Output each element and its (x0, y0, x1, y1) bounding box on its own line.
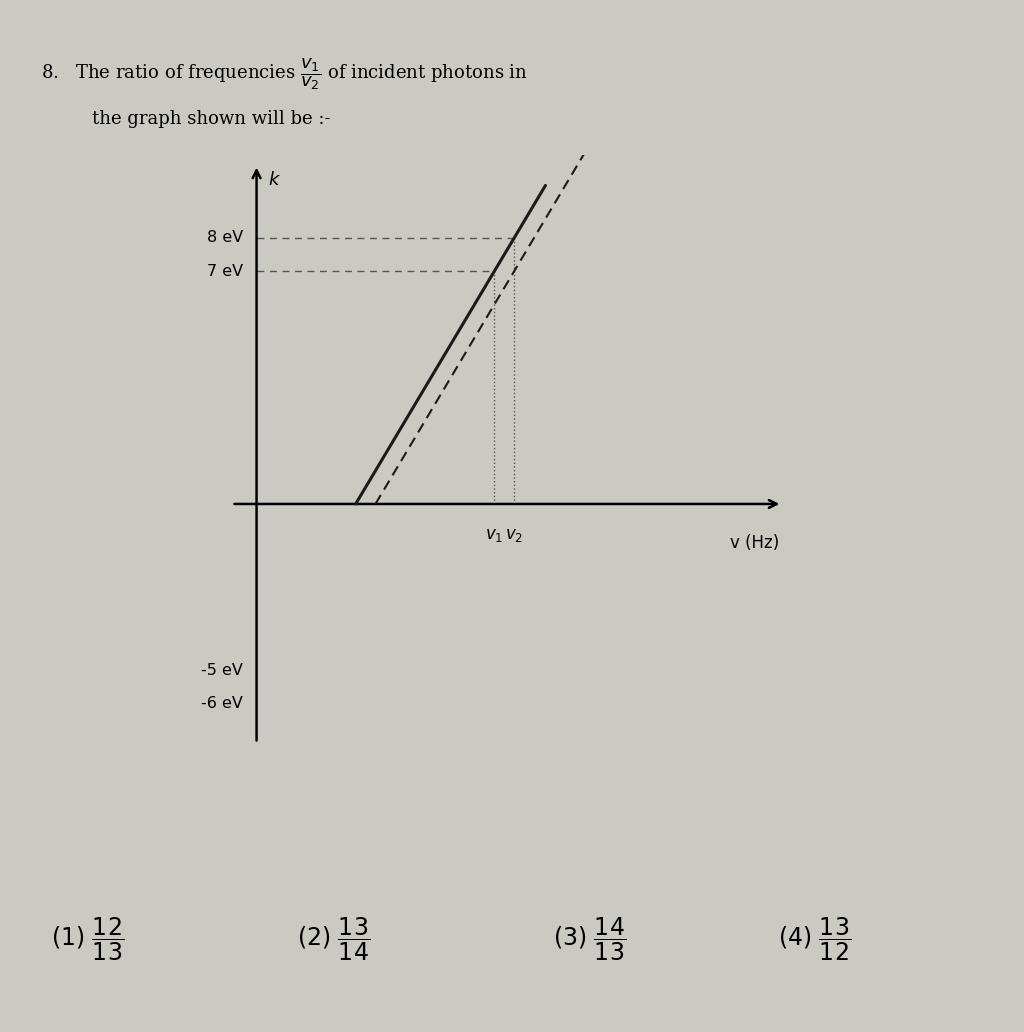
Text: (1) $\dfrac{12}{13}$: (1) $\dfrac{12}{13}$ (51, 915, 124, 963)
Text: (3) $\dfrac{14}{13}$: (3) $\dfrac{14}{13}$ (553, 915, 626, 963)
Text: (4) $\dfrac{13}{12}$: (4) $\dfrac{13}{12}$ (778, 915, 851, 963)
Text: v (Hz): v (Hz) (730, 534, 779, 552)
Text: (2) $\dfrac{13}{14}$: (2) $\dfrac{13}{14}$ (297, 915, 370, 963)
Text: -6 eV: -6 eV (201, 696, 243, 711)
Text: the graph shown will be :-: the graph shown will be :- (92, 110, 331, 128)
Text: $v_1$: $v_1$ (485, 525, 504, 544)
Text: -5 eV: -5 eV (201, 663, 243, 678)
Text: 8 eV: 8 eV (207, 230, 243, 246)
Text: $k$: $k$ (268, 171, 281, 190)
Text: 8.   The ratio of frequencies $\dfrac{v_1}{v_2}$ of incident photons in: 8. The ratio of frequencies $\dfrac{v_1}… (41, 57, 528, 93)
Text: 7 eV: 7 eV (207, 264, 243, 279)
Text: $v_2$: $v_2$ (505, 525, 523, 544)
